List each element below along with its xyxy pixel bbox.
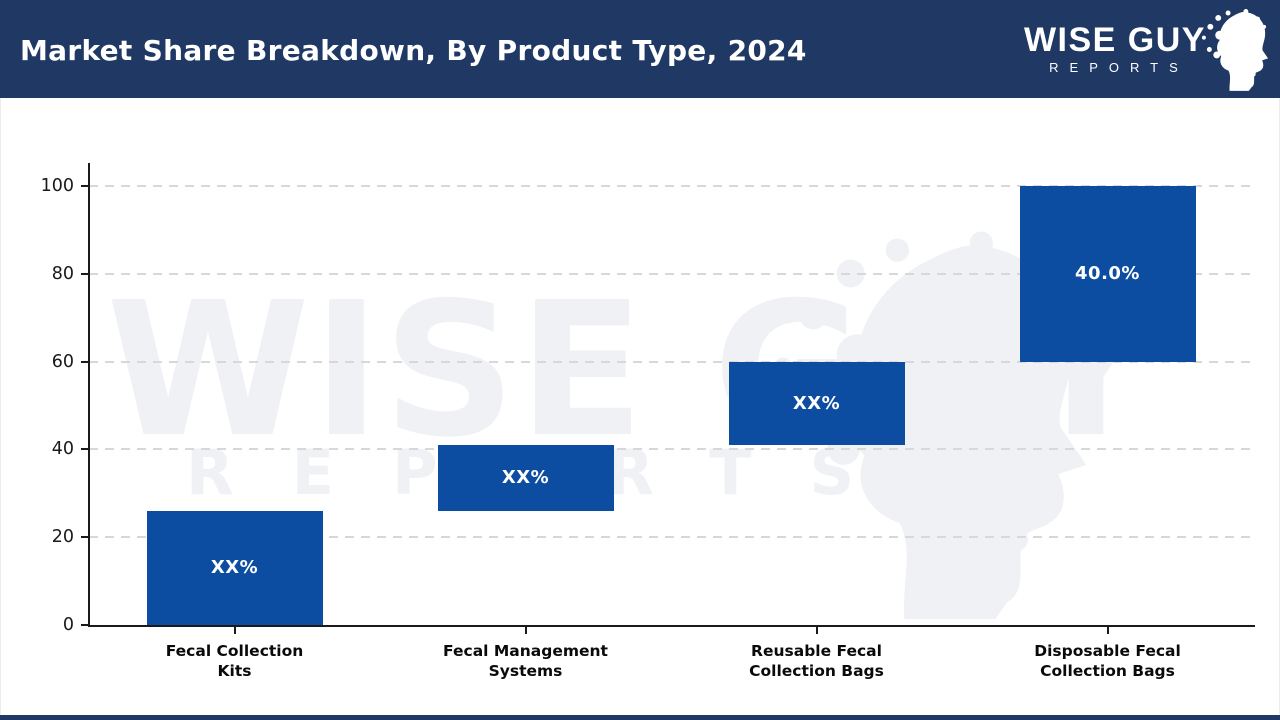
waterfall-bar: XX% xyxy=(146,510,323,625)
waterfall-bar: 40.0% xyxy=(1019,185,1196,362)
y-axis-tick-mark xyxy=(81,624,89,626)
x-axis-tick-mark xyxy=(815,627,818,634)
y-axis-tick-label: 80 xyxy=(51,263,74,284)
x-axis-category-label-line: Disposable Fecal xyxy=(1034,642,1181,660)
wiseguy-logo: WISE GUY REPORTS xyxy=(1024,2,1272,96)
y-axis-tick-label: 20 xyxy=(51,527,74,548)
x-axis-category-label-line: Systems xyxy=(488,662,563,680)
x-axis-category-label-line: Fecal Collection xyxy=(165,642,304,660)
gridline xyxy=(89,448,1253,451)
gridline xyxy=(89,360,1253,363)
gridline xyxy=(89,536,1253,539)
x-axis-category-label: Reusable Fecal Collection Bags xyxy=(667,641,967,681)
x-axis-tick-mark xyxy=(1106,627,1109,634)
bar-value-label: XX% xyxy=(501,467,550,489)
chart-title: Market Share Breakdown, By Product Type,… xyxy=(20,34,807,67)
header-band: Market Share Breakdown, By Product Type,… xyxy=(0,0,1280,98)
x-axis-category-label: Disposable Fecal Collection Bags xyxy=(958,641,1258,681)
x-axis-category-label-line: Fecal Management xyxy=(443,642,608,660)
x-axis-tick-mark xyxy=(233,627,236,634)
y-axis-tick-mark xyxy=(81,272,89,275)
figure-left-edge xyxy=(0,98,1,715)
logo-brand-text: WISE GUY xyxy=(1023,21,1206,60)
x-axis-category-label: Fecal Management Systems xyxy=(376,641,676,681)
bar-value-label: XX% xyxy=(210,557,259,579)
bar-value-label: XX% xyxy=(792,392,841,414)
y-axis-tick-label: 60 xyxy=(51,351,74,372)
y-axis-tick-mark xyxy=(81,448,89,451)
x-axis-category-label-line: Collection Bags xyxy=(1040,662,1175,680)
waterfall-bar: XX% xyxy=(437,444,614,511)
logo-text: WISE GUY REPORTS xyxy=(1023,21,1206,75)
wiseguy-face-icon xyxy=(1201,9,1269,91)
gridline xyxy=(89,272,1253,275)
gridline xyxy=(89,184,1253,187)
waterfall-bar: XX% xyxy=(728,361,905,445)
y-axis-line xyxy=(88,163,90,627)
y-axis-tick-mark xyxy=(81,360,89,363)
bar-value-label: 40.0% xyxy=(1075,263,1140,285)
x-axis-line xyxy=(88,625,1255,627)
y-axis-tick-label: 40 xyxy=(51,439,74,460)
logo-sub-text: REPORTS xyxy=(1049,59,1189,75)
x-axis-category-label-line: Collection Bags xyxy=(749,662,884,680)
x-axis-category-label: Fecal Collection Kits xyxy=(85,641,385,681)
footer-band xyxy=(0,715,1280,720)
y-axis-tick-label: 100 xyxy=(40,175,74,196)
y-axis-tick-mark xyxy=(81,184,89,187)
x-axis-tick-mark xyxy=(524,627,527,634)
y-axis-tick-label: 0 xyxy=(62,615,74,635)
y-axis-tick-mark xyxy=(81,536,89,539)
x-axis-category-label-line: Reusable Fecal xyxy=(751,642,882,660)
x-axis-category-label-line: Kits xyxy=(217,662,252,680)
